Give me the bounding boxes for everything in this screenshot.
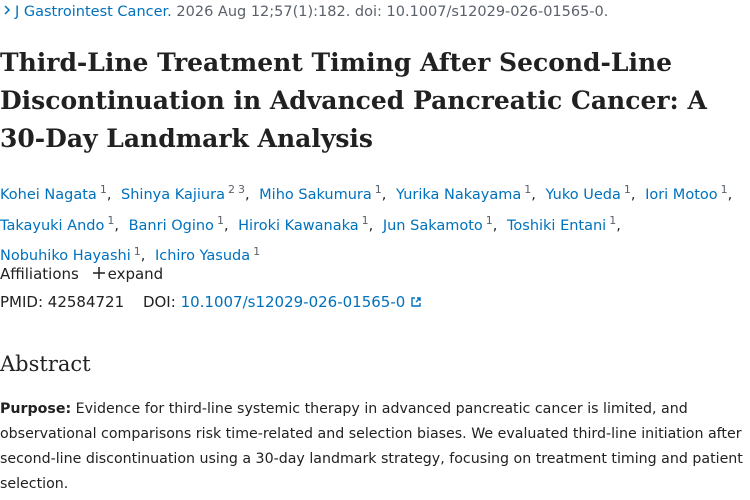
author: Hiroki Kawanaka 1,: [238, 214, 378, 234]
author: Ichiro Yasuda 1: [154, 244, 261, 265]
article-title: Third-Line Treatment Timing After Second…: [0, 48, 707, 153]
pmid-label: PMID:: [0, 293, 44, 311]
author-name[interactable]: Hiroki Kawanaka: [238, 217, 359, 234]
affiliation-number[interactable]: 1: [216, 213, 224, 227]
author-list: Kohei Nagata 1, Shinya Kajiura 2 3, Miho Sa…: [0, 177, 748, 269]
author-separator: ,: [630, 186, 636, 203]
author-name[interactable]: Banri Ogino: [128, 217, 214, 234]
affiliation-number[interactable]: 1: [485, 213, 493, 227]
author-separator: ,: [492, 217, 498, 234]
author-name[interactable]: Yuko Ueda: [545, 186, 621, 203]
author: Takayuki Ando 1,: [0, 214, 124, 234]
author-separator: ,: [114, 217, 119, 234]
affiliation-number[interactable]: 1: [623, 183, 631, 196]
author-separator: ,: [106, 186, 112, 203]
author: Shinya Kajiura 2 3,: [121, 183, 255, 203]
author-name[interactable]: Shinya Kajiura: [121, 186, 225, 203]
citation: J Gastrointest Cancer. 2026 Aug 12;57(1)…: [0, 4, 608, 20]
plus-icon[interactable]: [92, 266, 106, 280]
author-separator: ,: [727, 186, 733, 203]
author-name[interactable]: Jun Sakamoto: [382, 217, 483, 234]
affiliation-number[interactable]: 1: [524, 183, 532, 196]
author: Yurika Nakayama 1,: [396, 183, 541, 203]
affiliation-number[interactable]: 1: [99, 183, 107, 196]
affiliation-number[interactable]: 3: [237, 183, 245, 196]
expand-toggle[interactable]: expand: [107, 265, 164, 283]
author-separator: ,: [368, 217, 374, 234]
doi-link[interactable]: 10.1007/s12029-026-01565-0: [180, 293, 406, 311]
citation-details: 2026 Aug 12;57(1):182. doi: 10.1007/s120…: [176, 4, 609, 20]
affiliation-number[interactable]: 1: [609, 213, 617, 227]
author-name[interactable]: Nobuhiko Hayashi: [0, 248, 131, 265]
affiliation-number[interactable]: 1: [253, 244, 261, 258]
author: Toshiki Entani 1,: [507, 214, 626, 234]
author-name[interactable]: Miho Sakumura: [259, 186, 372, 203]
chevron-icon: [4, 5, 11, 15]
author-separator: ,: [531, 186, 536, 203]
journal-link[interactable]: J Gastrointest Cancer.: [15, 4, 172, 20]
author-name[interactable]: Kohei Nagata: [0, 186, 97, 203]
affiliation-number[interactable]: 2: [227, 183, 235, 196]
author-separator: ,: [616, 217, 621, 234]
affiliations: Affiliations expand: [0, 265, 163, 283]
author-separator: ,: [244, 186, 250, 203]
author: Yuko Ueda 1,: [545, 183, 640, 203]
author-separator: ,: [140, 248, 146, 265]
author: Nobuhiko Hayashi 1,: [0, 244, 150, 265]
author-name[interactable]: Yurika Nakayama: [396, 186, 522, 203]
purpose-label: Purpose:: [0, 401, 72, 417]
external-link-icon[interactable]: [410, 296, 422, 308]
author: Iori Motoo 1,: [645, 183, 737, 203]
affiliation-number[interactable]: 1: [107, 213, 115, 227]
affiliation-number[interactable]: 1: [720, 183, 728, 196]
author-name[interactable]: Takayuki Ando: [0, 217, 105, 234]
author: Miho Sakumura 1,: [259, 183, 391, 203]
author: Kohei Nagata 1,: [0, 183, 116, 203]
doi-label: DOI:: [142, 293, 176, 311]
author: Jun Sakamoto 1,: [382, 214, 503, 234]
author-separator: ,: [223, 217, 229, 234]
pmid: 42584721: [47, 293, 125, 311]
identifiers: PMID: 42584721 DOI: 10.1007/s12029-026-0…: [0, 293, 422, 311]
abstract-purpose: Purpose: Evidence for third-line systemi…: [0, 397, 748, 497]
author: Banri Ogino 1,: [128, 214, 234, 234]
author-name[interactable]: Toshiki Entani: [507, 217, 607, 234]
purpose-text: Evidence for third-line systemic therapy…: [0, 401, 743, 492]
abstract-heading: Abstract: [0, 352, 91, 376]
affiliation-number[interactable]: 1: [133, 244, 141, 258]
author-name[interactable]: Ichiro Yasuda: [154, 248, 251, 265]
author-name[interactable]: Iori Motoo: [645, 186, 718, 203]
affiliations-label: Affiliations: [0, 265, 79, 283]
affiliation-number[interactable]: 1: [361, 213, 369, 227]
author-separator: ,: [381, 186, 387, 203]
affiliation-number[interactable]: 1: [374, 183, 382, 196]
